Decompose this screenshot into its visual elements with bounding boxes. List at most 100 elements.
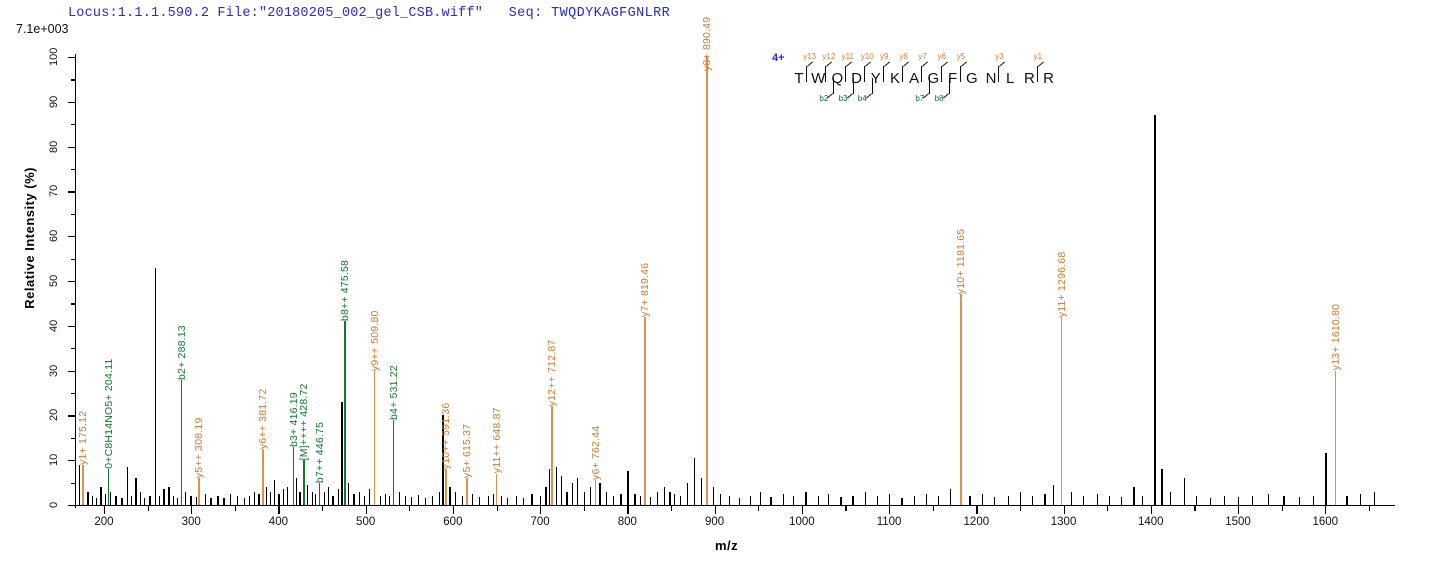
- x-axis-title: m/z: [715, 538, 739, 553]
- y-ion-label: y6: [937, 52, 947, 61]
- spectrum-peak: [1019, 491, 1022, 505]
- x-axis-tick-major: [976, 506, 978, 514]
- x-axis-tick-label: 1600: [1312, 516, 1339, 528]
- y-axis-tick-label: 90: [48, 95, 60, 108]
- spectrum-peak: [937, 496, 940, 505]
- peak-label: y8+ 890.49: [701, 16, 714, 71]
- spectrum-peak: [389, 496, 391, 505]
- spectrum-peak: [168, 487, 170, 505]
- spectrum-peak: [363, 496, 366, 505]
- x-axis-tick-minor: [1194, 506, 1196, 511]
- spectrum-peak-annotated: [198, 478, 200, 505]
- b-ion-cleavage-mark: [824, 78, 835, 94]
- spectrum-peak: [1196, 496, 1198, 505]
- spectrum-peak: [639, 496, 641, 505]
- x-axis-tick-minor: [234, 506, 236, 511]
- y-ion-cleavage-mark: [940, 66, 951, 82]
- y-ion-label: y9: [880, 52, 889, 61]
- spectrum-peak: [149, 496, 151, 505]
- spectrum-peak: [679, 496, 681, 505]
- y-axis-tick-label: 50: [48, 274, 60, 288]
- spectrum-peak-annotated: [107, 469, 109, 505]
- spectrum-peak: [605, 491, 607, 505]
- y-axis-tick-minor: [71, 213, 76, 215]
- x-axis-tick-label: 1500: [1225, 516, 1251, 528]
- spectrum-peak: [217, 496, 219, 505]
- x-axis-tick-minor: [322, 506, 324, 511]
- spectrum-peak: [1096, 493, 1099, 505]
- spectrum-peak: [287, 487, 289, 505]
- spectrum-peak: [454, 491, 456, 505]
- y-axis-tick-label: 100: [48, 47, 60, 67]
- spectrum-peak: [719, 493, 722, 505]
- y-axis-tick-major: [68, 236, 76, 238]
- x-axis-tick-major: [452, 506, 455, 514]
- y-ion-cleavage-mark: [998, 66, 1008, 82]
- intensity-max-label: 7.1e+003: [16, 22, 69, 36]
- x-axis-tick-minor: [1019, 506, 1022, 511]
- spectrum-peak: [341, 401, 343, 505]
- peak-label: y6+ 762.44: [589, 426, 602, 481]
- spectrum-peak: [634, 493, 636, 505]
- spectrum-peak: [384, 493, 387, 505]
- spectrum-peak: [144, 498, 146, 505]
- x-axis-tick-label: 1400: [1138, 516, 1164, 528]
- spectrum-peak: [969, 496, 971, 505]
- spectrum-peak-annotated: [180, 379, 183, 505]
- spectrum-peak: [358, 491, 360, 505]
- spectrum-peak: [728, 496, 730, 505]
- spectrum-peak: [205, 493, 207, 505]
- spectrum-peak: [1346, 496, 1348, 505]
- spectrum-peak: [269, 491, 271, 505]
- spectrum-peak: [195, 496, 197, 505]
- spectrum-peak: [1252, 496, 1254, 505]
- b-ion-cleavage-mark: [863, 78, 873, 94]
- spectrum-peak: [248, 496, 251, 505]
- y-ion-cleavage-mark: [825, 66, 835, 82]
- spectrum-peak: [130, 496, 133, 505]
- spectrum-peak: [91, 496, 93, 505]
- spectrum-peak: [348, 482, 350, 505]
- x-axis-line: [75, 505, 1395, 507]
- y-axis-tick-minor: [71, 169, 76, 171]
- spectrum-peak: [599, 482, 601, 505]
- spectrum-peak: [1133, 487, 1135, 505]
- spectrum-peak: [555, 466, 558, 505]
- x-axis-tick-major: [365, 506, 367, 514]
- spectrum-peak: [78, 464, 80, 505]
- x-axis-tick-minor: [1281, 506, 1283, 511]
- x-axis-tick-major: [191, 506, 193, 514]
- x-axis-tick-major: [627, 506, 629, 514]
- y-axis-tick-minor: [71, 482, 76, 484]
- spectrum-peak: [307, 484, 309, 505]
- locus-file-text: Locus:1.1.1.590.2 File:"20180205_002_gel…: [68, 6, 484, 21]
- spectrum-peak-annotated: [644, 316, 646, 505]
- spectrum-peak: [266, 487, 268, 505]
- b-ion-cleavage-mark: [940, 78, 950, 94]
- spectrum-peak: [782, 493, 784, 505]
- spectrum-peak: [620, 493, 622, 505]
- y-ion-cleavage-mark: [863, 66, 874, 82]
- spectrum-peak: [411, 496, 413, 505]
- spectrum-peak: [100, 487, 102, 505]
- spectrum-peak-annotated: [445, 469, 447, 505]
- sequence-residue: D: [851, 70, 863, 87]
- spectrum-peak: [1313, 496, 1315, 505]
- peak-label: b8++ 475.58: [339, 260, 352, 322]
- spectrum-peak: [1044, 493, 1046, 505]
- spectrum-peak: [1170, 491, 1172, 505]
- y-ion-label: y8: [899, 52, 908, 61]
- b-ion-cleavage-mark: [920, 78, 931, 94]
- y-axis-tick-major: [68, 101, 76, 103]
- peak-label: b2+ 288.13: [175, 324, 188, 380]
- spectrum-peak: [1161, 469, 1163, 505]
- spectrum-peak: [950, 489, 952, 505]
- spectrum-peak: [299, 491, 301, 505]
- spectrum-peak: [876, 496, 879, 505]
- sequence-residue: R: [1043, 70, 1055, 87]
- spectrum-peak: [515, 496, 517, 505]
- y-axis-tick-label: 40: [48, 319, 60, 332]
- spectrum-peak: [493, 493, 495, 505]
- spectrum-peak: [700, 478, 702, 505]
- spectrum-peak: [1154, 115, 1156, 505]
